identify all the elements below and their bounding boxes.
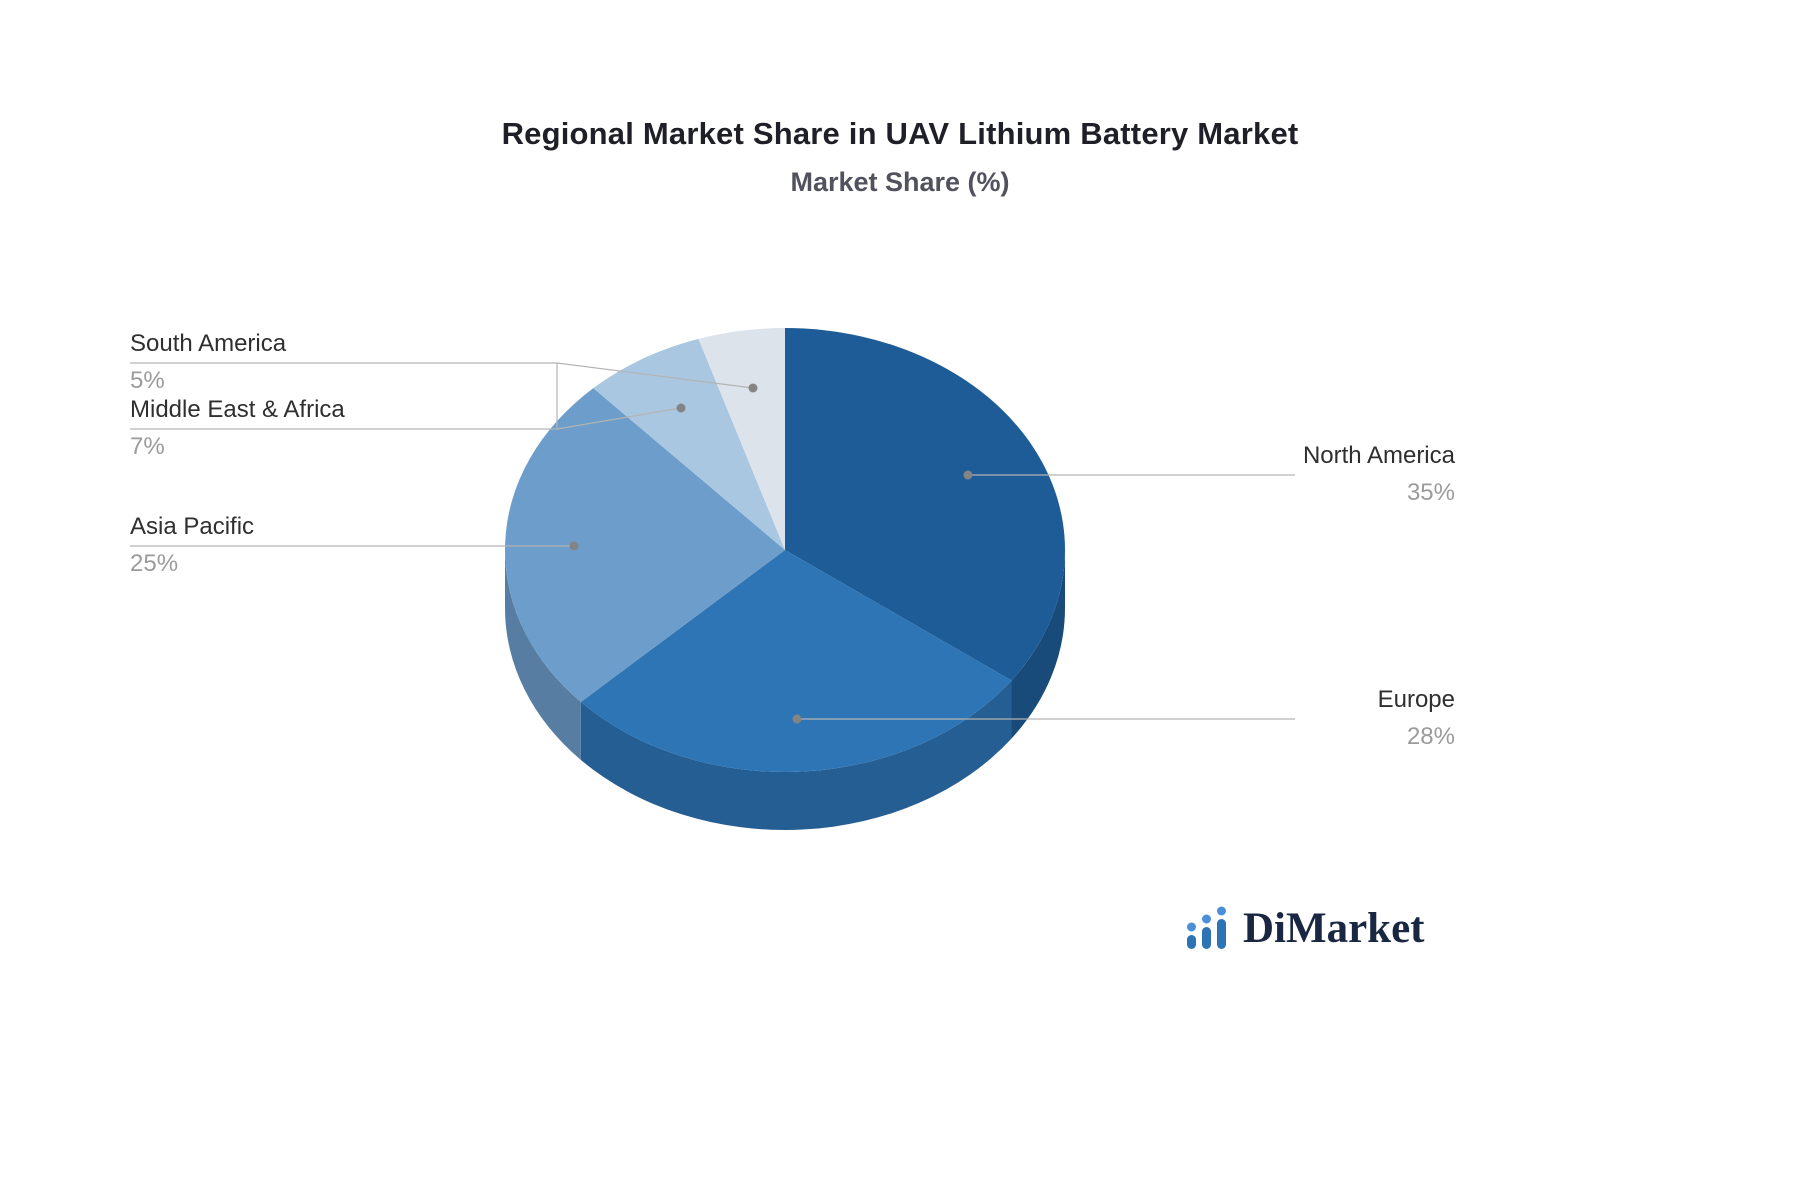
slice-label-name: Europe bbox=[1377, 686, 1455, 713]
pie-slice-europe bbox=[580, 550, 1012, 772]
callout-line bbox=[130, 407, 682, 430]
label-south-america: South America 5% bbox=[130, 330, 286, 395]
slice-label-name: North America bbox=[1302, 442, 1455, 469]
logo-text: DiMarket bbox=[1243, 905, 1425, 952]
slice-label-name: Middle East & Africa bbox=[130, 396, 345, 423]
slice-label-value: 7% bbox=[130, 433, 165, 460]
slice-label-name: Asia Pacific bbox=[130, 513, 255, 540]
pie-slice-north-america bbox=[785, 328, 1065, 681]
bar-chart-icon bbox=[1187, 906, 1226, 949]
slice-label-name: South America bbox=[130, 330, 287, 357]
chart-subtitle: Market Share (%) bbox=[790, 167, 1010, 197]
callout-anchor-dot bbox=[676, 403, 686, 413]
label-europe: Europe 28% bbox=[1378, 686, 1455, 751]
label-asia-pacific: Asia Pacific 25% bbox=[130, 513, 254, 578]
label-middle-east-africa: Middle East & Africa 7% bbox=[130, 396, 345, 461]
pie-slice-middle-east-africa bbox=[593, 338, 785, 550]
dimarket-logo: DiMarket bbox=[1185, 903, 1425, 955]
callout-anchor-dot bbox=[748, 383, 758, 393]
pie-top-faces bbox=[505, 328, 1065, 772]
slice-label-value: 5% bbox=[130, 367, 165, 394]
pie-slice-side-asia-pacific bbox=[505, 550, 581, 760]
pie-slice-asia-pacific bbox=[505, 388, 785, 702]
pie-slice-side-north-america bbox=[1011, 550, 1065, 739]
callout-anchor-dot bbox=[792, 714, 802, 724]
callout-anchor-dot bbox=[963, 470, 973, 480]
pie-slice-side-europe bbox=[580, 680, 1012, 830]
slice-label-value: 25% bbox=[130, 550, 179, 577]
label-north-america: North America 35% bbox=[1303, 442, 1455, 507]
callout-anchor-dot bbox=[569, 541, 579, 551]
slice-label-value: 28% bbox=[1406, 723, 1455, 750]
pie-depth-sides bbox=[505, 550, 1065, 830]
slice-label-value: 35% bbox=[1406, 479, 1455, 506]
callout-lines bbox=[130, 362, 1295, 724]
chart-title: Regional Market Share in UAV Lithium Bat… bbox=[501, 116, 1299, 151]
